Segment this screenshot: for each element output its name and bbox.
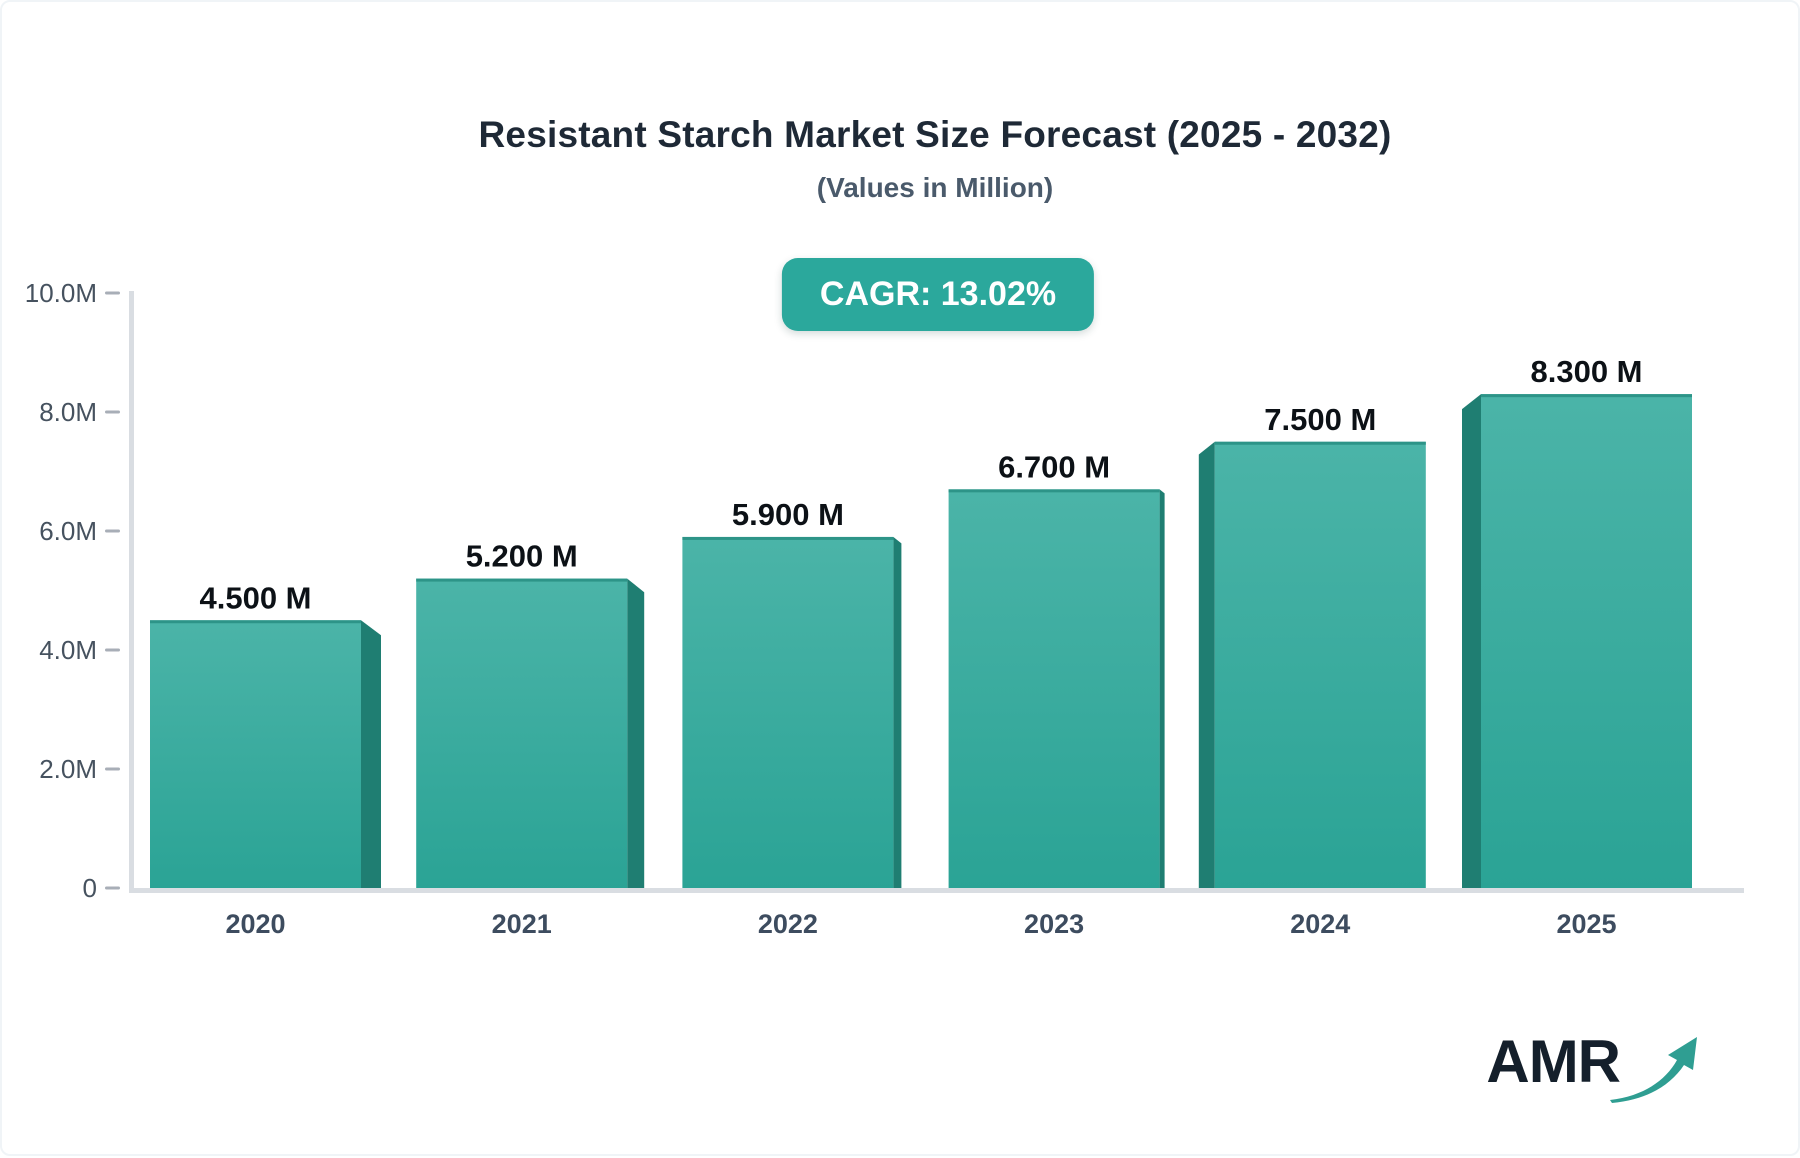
- bar-2025: 8.300 M 2025: [1462, 354, 1692, 939]
- bar-front-face: [1481, 394, 1692, 892]
- bar-front-face: [682, 536, 894, 892]
- bar-side-face: [627, 578, 645, 892]
- y-axis-label: 0: [83, 873, 97, 903]
- y-axis-tick: [105, 886, 120, 890]
- plot-area: 0 2.0M 4.0M 6.0M 8.0M 10.0M 4.500 M 2020 5.200 M…: [25, 278, 1744, 939]
- chart-title: Resistant Starch Market Size Forecast (2…: [478, 114, 1392, 155]
- y-axis-label: 6.0M: [39, 516, 97, 546]
- bar-top-edge: [948, 489, 1160, 493]
- bar-front-face: [1214, 441, 1426, 892]
- bar-top-edge: [1481, 394, 1692, 398]
- growth-arrow-icon: [1610, 1037, 1697, 1103]
- bar-2020: 4.500 M 2020: [150, 580, 381, 939]
- y-axis-label: 2.0M: [39, 754, 97, 784]
- bar-value-label: 6.700 M: [998, 449, 1110, 484]
- x-axis-label: 2020: [225, 909, 285, 939]
- bar-value-label: 5.200 M: [466, 539, 578, 574]
- amr-logo: AMR: [1486, 1032, 1700, 1106]
- x-axis-label: 2023: [1024, 909, 1084, 939]
- x-axis-label: 2022: [758, 909, 818, 939]
- y-axis-tick: [105, 529, 120, 533]
- y-axis-line: [129, 291, 134, 893]
- bar-top-edge: [682, 536, 894, 540]
- bar-side-face: [893, 536, 902, 892]
- x-axis-label: 2024: [1290, 909, 1350, 939]
- bar-top-edge: [150, 620, 361, 624]
- bar-side-face: [361, 620, 381, 892]
- bar-value-label: 8.300 M: [1530, 354, 1642, 389]
- bar-top-edge: [1214, 441, 1426, 445]
- amr-logo-text: AMR: [1486, 1028, 1621, 1095]
- bar-2024: 7.500 M 2024: [1198, 402, 1426, 939]
- bar-side-face: [1462, 394, 1481, 892]
- bar-top-edge: [416, 578, 628, 582]
- y-axis-tick: [105, 410, 120, 414]
- y-axis-label: 4.0M: [39, 635, 97, 665]
- cagr-badge: CAGR: 13.02%: [781, 258, 1095, 331]
- y-axis-tick: [105, 648, 120, 652]
- bar-value-label: 7.500 M: [1264, 402, 1376, 437]
- x-axis-line: [129, 888, 1744, 893]
- x-axis-label: 2021: [492, 909, 552, 939]
- y-axis-label: 10.0M: [25, 278, 97, 308]
- chart-subtitle: (Values in Million): [816, 172, 1054, 203]
- x-axis-label: 2025: [1556, 909, 1616, 939]
- y-axis-label: 8.0M: [39, 397, 97, 427]
- y-axis-tick: [105, 291, 120, 295]
- bar-side-face: [1198, 441, 1215, 892]
- bar-2021: 5.200 M 2021: [416, 539, 645, 939]
- bar-front-face: [150, 620, 361, 892]
- bar-value-label: 5.900 M: [732, 497, 844, 532]
- bar-side-face: [1159, 489, 1165, 892]
- bar-front-face: [948, 489, 1160, 892]
- y-axis-tick: [105, 767, 120, 771]
- bar-2022: 5.900 M 2022: [682, 497, 902, 939]
- bar-front-face: [416, 578, 628, 892]
- bar-value-label: 4.500 M: [199, 580, 311, 615]
- bar-2023: 6.700 M 2023: [948, 449, 1165, 939]
